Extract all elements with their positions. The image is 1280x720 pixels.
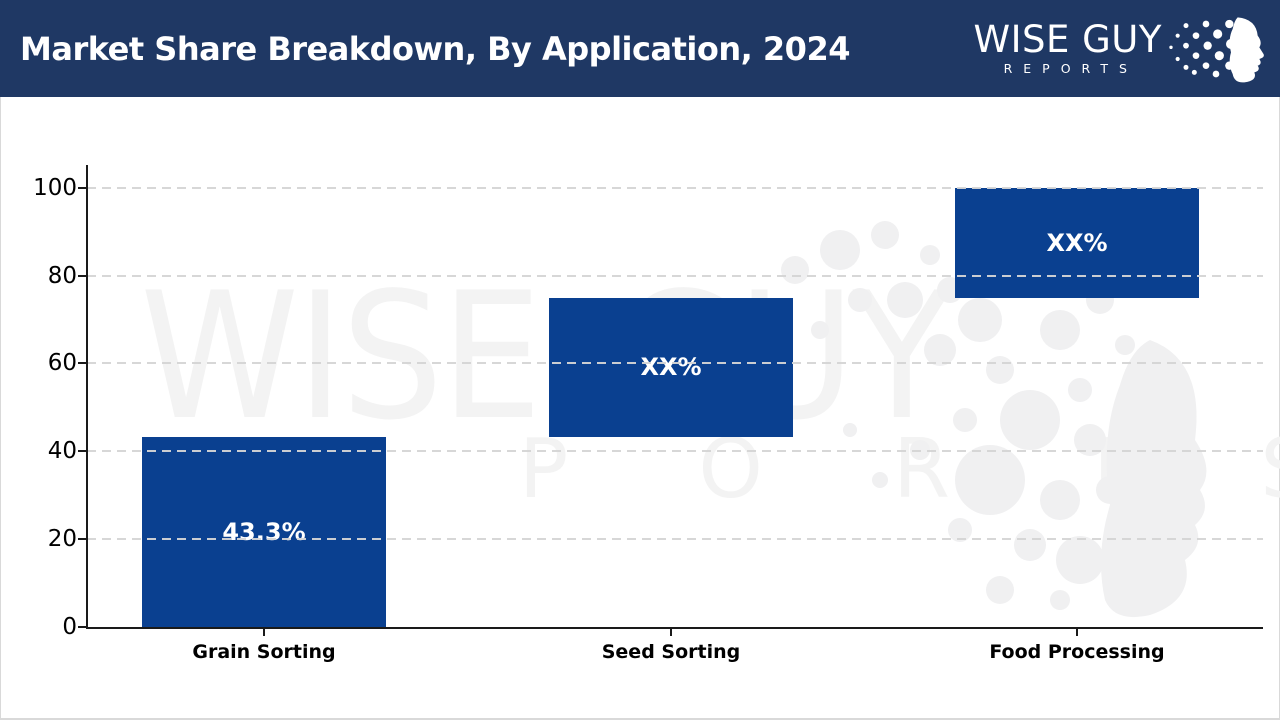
y-tick-label: 60: [47, 350, 77, 377]
bar-value-label: XX%: [1046, 228, 1108, 257]
bar-seed-sorting: XX%: [549, 298, 793, 437]
brand-name: WISE GUY: [973, 18, 1162, 61]
x-tick-label-3: Food Processing: [989, 641, 1165, 663]
bar-value-label: XX%: [640, 353, 702, 382]
watermark-face-dots: [781, 221, 1207, 618]
y-tick-mark: [78, 274, 86, 277]
y-tick-label: 20: [47, 526, 77, 553]
y-axis-line: [86, 165, 88, 629]
y-tick-mark: [78, 538, 86, 541]
gridline-100: [87, 186, 1263, 189]
bar-value-label: 43.3%: [222, 517, 306, 546]
y-tick-mark: [78, 450, 86, 453]
x-tick-mark: [263, 628, 265, 636]
y-tick-mark: [78, 626, 86, 628]
gridline-60: [87, 362, 1263, 365]
gridline-40: [87, 450, 1263, 453]
x-tick-label-2: Seed Sorting: [601, 641, 741, 663]
y-tick-label: 40: [47, 438, 77, 465]
brand-subname: REPORTS: [1003, 61, 1138, 76]
x-tick-mark: [670, 628, 672, 636]
x-axis-line: [86, 627, 1263, 629]
gridline-20: [87, 538, 1263, 541]
gridline-80: [87, 274, 1263, 277]
wise-guy-logo-text: WISE GUY REPORTS: [974, 21, 1162, 76]
header: Market Share Breakdown, By Application, …: [0, 0, 1280, 97]
image-border-bottom: [0, 718, 1280, 720]
bar-food-processing: XX%: [955, 187, 1199, 299]
y-tick-label: 0: [62, 614, 77, 640]
page-title: Market Share Breakdown, By Application, …: [20, 29, 850, 68]
y-tick-label: 100: [33, 174, 77, 201]
x-tick-label-1: Grain Sorting: [192, 641, 336, 663]
watermark-brand-text: WISE GUY: [140, 256, 951, 459]
chart: WISE GUY R E P O R T S 0 20 40 60 80 100 43.3%…: [0, 97, 1280, 720]
y-tick-mark: [78, 186, 86, 189]
x-tick-mark: [1076, 628, 1078, 636]
image-border-left: [0, 97, 1, 720]
y-tick-mark: [78, 362, 86, 365]
y-tick-label: 80: [47, 262, 77, 289]
brand-logo: WISE GUY REPORTS: [974, 6, 1266, 91]
wise-guy-face-icon: [1169, 16, 1264, 82]
bar-grain-sorting: 43.3%: [142, 436, 386, 627]
